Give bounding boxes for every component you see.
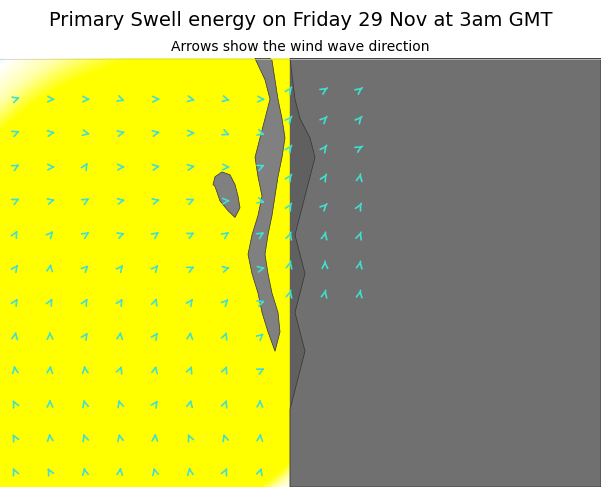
Polygon shape	[248, 58, 285, 351]
Text: Primary Swell energy on Friday 29 Nov at 3am GMT: Primary Swell energy on Friday 29 Nov at…	[49, 11, 552, 30]
Polygon shape	[370, 58, 530, 196]
Polygon shape	[213, 172, 240, 218]
Bar	[290, 58, 601, 487]
Polygon shape	[290, 58, 601, 487]
Text: Arrows show the wind wave direction: Arrows show the wind wave direction	[171, 40, 430, 54]
